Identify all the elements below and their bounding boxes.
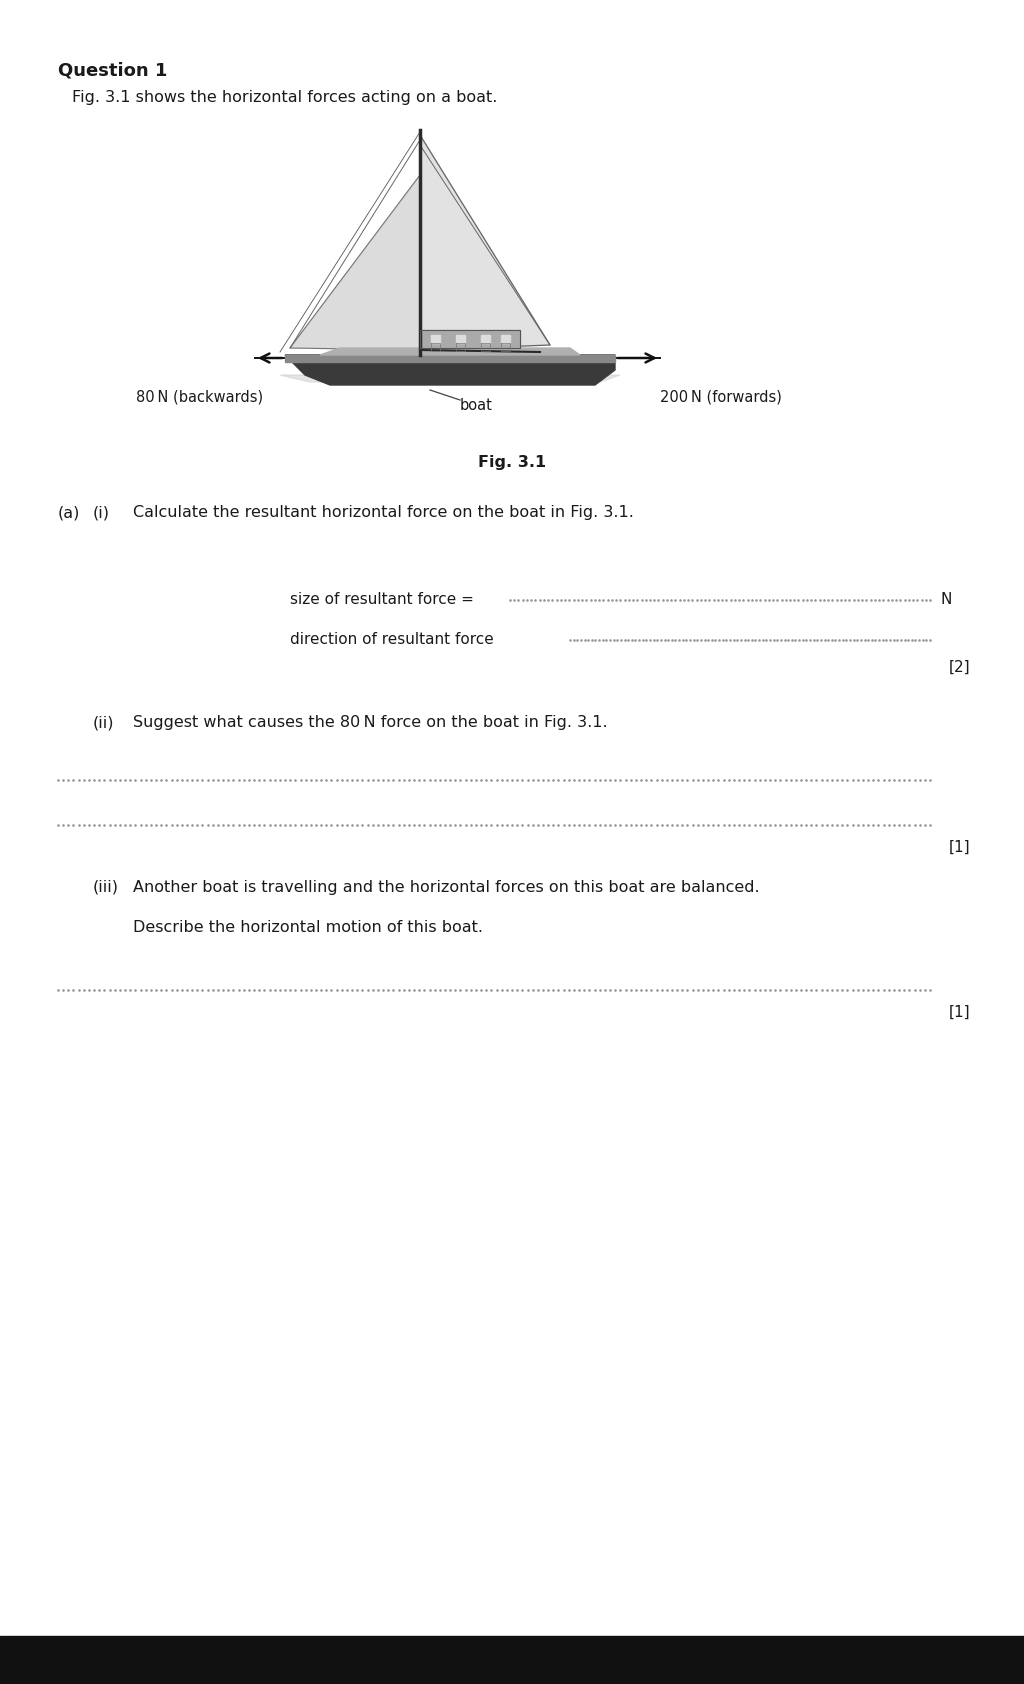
Text: Suggest what causes the 80 N force on the boat in Fig. 3.1.: Suggest what causes the 80 N force on th… [133, 716, 607, 729]
Text: [1]: [1] [948, 1005, 970, 1021]
Text: Calculate the resultant horizontal force on the boat in Fig. 3.1.: Calculate the resultant horizontal force… [133, 505, 634, 520]
Text: size of resultant force =: size of resultant force = [290, 593, 474, 608]
Text: 80 N (backwards): 80 N (backwards) [136, 391, 263, 404]
Bar [501, 335, 510, 344]
Text: boat: boat [460, 397, 493, 413]
Bar [456, 335, 465, 344]
Text: [2]: [2] [948, 660, 970, 675]
Bar [481, 335, 490, 344]
Text: direction of resultant force: direction of resultant force [290, 633, 494, 648]
Text: Question 1: Question 1 [58, 62, 167, 81]
Text: (a): (a) [58, 505, 80, 520]
Polygon shape [290, 175, 420, 350]
Text: [1]: [1] [948, 840, 970, 855]
Polygon shape [420, 135, 550, 350]
Text: Describe the horizontal motion of this boat.: Describe the horizontal motion of this b… [133, 919, 483, 935]
Text: 200 N (forwards): 200 N (forwards) [660, 391, 782, 404]
Text: Another boat is travelling and the horizontal forces on this boat are balanced.: Another boat is travelling and the horiz… [133, 881, 760, 894]
Polygon shape [319, 349, 580, 355]
Polygon shape [420, 330, 520, 349]
Text: Fig. 3.1 shows the horizontal forces acting on a boat.: Fig. 3.1 shows the horizontal forces act… [72, 89, 498, 104]
Polygon shape [285, 355, 615, 386]
Text: (ii): (ii) [93, 716, 115, 729]
Bar [431, 335, 440, 344]
Text: (i): (i) [93, 505, 110, 520]
Polygon shape [280, 376, 620, 382]
Polygon shape [285, 355, 615, 362]
Text: N: N [940, 593, 951, 608]
Text: Fig. 3.1: Fig. 3.1 [478, 455, 546, 470]
Text: (iii): (iii) [93, 881, 119, 894]
